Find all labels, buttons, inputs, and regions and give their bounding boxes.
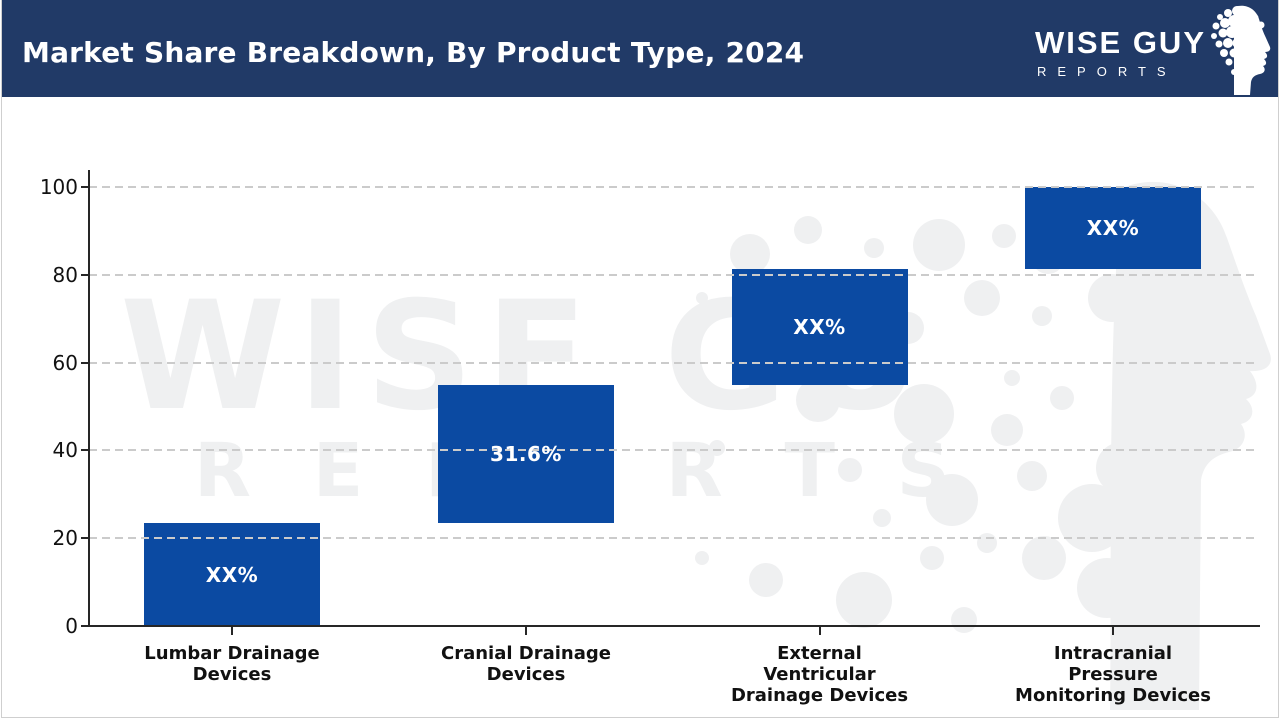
bar-value-label: 31.6% xyxy=(490,441,562,466)
y-tick-mark xyxy=(81,449,89,452)
x-tick-mark xyxy=(818,627,821,635)
x-axis-line xyxy=(88,625,1260,627)
logo-text: WISE GUY REPORTS xyxy=(1035,25,1206,79)
y-tick-mark xyxy=(81,537,89,540)
y-tick-mark xyxy=(81,625,89,627)
bar-value-label: XX% xyxy=(793,314,846,339)
y-tick-mark xyxy=(81,186,89,188)
bar xyxy=(438,384,614,524)
x-tick-mark xyxy=(231,627,233,635)
x-tick-mark xyxy=(525,627,527,635)
x-tick-mark xyxy=(1112,627,1114,635)
header: Market Share Breakdown, By Product Type,… xyxy=(2,0,1278,97)
y-tick-label: 40 xyxy=(52,438,78,463)
y-tick-mark xyxy=(81,273,89,276)
x-category-label-line: Cranial Drainage xyxy=(441,643,611,664)
x-category-label-line: Devices xyxy=(192,664,272,685)
gridline xyxy=(89,361,1259,364)
x-category-label-line: Lumbar Drainage xyxy=(144,643,320,664)
logo-wordmark: WISE GUY xyxy=(1034,24,1206,60)
x-category-label: External Ventricular Drainage Devices xyxy=(680,643,960,706)
x-category-label-line: Drainage Devices xyxy=(730,685,909,706)
gridline xyxy=(89,537,1259,540)
x-category-label-line: Devices xyxy=(486,664,566,685)
logo-subtext: REPORTS xyxy=(1036,63,1177,79)
x-category-label: Lumbar Drainage Devices xyxy=(92,643,372,685)
bar-value-label: XX% xyxy=(1086,215,1140,240)
brand-logo: WISE GUY REPORTS xyxy=(1035,2,1272,95)
y-tick-label: 0 xyxy=(65,614,78,638)
y-tick-label: 20 xyxy=(52,526,78,551)
x-category-label-line: Monitoring Devices xyxy=(1015,685,1211,706)
y-tick-label: 100 xyxy=(39,175,78,199)
x-category-label-line: External xyxy=(777,643,862,664)
y-tick-mark xyxy=(81,361,89,364)
y-tick-label: 60 xyxy=(52,350,78,375)
gridline xyxy=(89,186,1259,188)
bar xyxy=(731,268,908,385)
bar-value-label: XX% xyxy=(205,562,259,587)
x-category-label-line: Ventricular xyxy=(763,664,876,685)
gridline xyxy=(89,273,1259,276)
x-category-label-line: Intracranial xyxy=(1053,643,1173,664)
y-axis-line xyxy=(88,170,90,627)
x-category-label: Cranial Drainage Devices xyxy=(386,643,666,685)
gridline xyxy=(89,449,1259,452)
x-category-label: Intracranial Pressure Monitoring Devices xyxy=(973,643,1253,706)
chart-title: Market Share Breakdown, By Product Type,… xyxy=(22,36,805,69)
bar xyxy=(144,523,320,626)
logo-head-icon xyxy=(1211,5,1271,95)
y-tick-label: 80 xyxy=(52,262,78,287)
bar xyxy=(1025,187,1201,269)
x-category-label-line: Pressure xyxy=(1068,664,1158,685)
